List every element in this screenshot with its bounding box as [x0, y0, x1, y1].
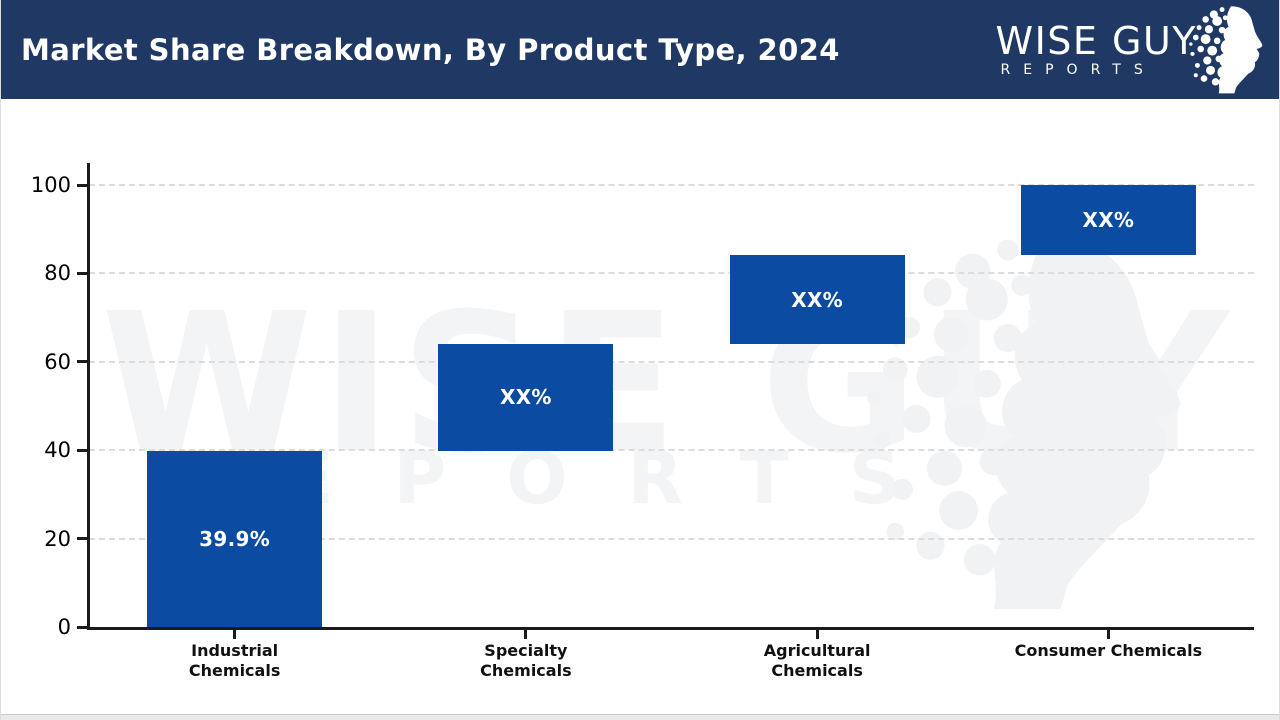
footer-strip: [1, 714, 1279, 720]
x-category-label: Agricultural Chemicals: [763, 641, 871, 680]
x-category-label: Specialty Chemicals: [480, 641, 572, 680]
y-axis-tick: [77, 537, 89, 541]
header-bar: Market Share Breakdown, By Product Type,…: [1, 0, 1279, 99]
y-tick-label: 80: [44, 261, 71, 286]
grid-line: [89, 360, 1254, 363]
y-tick-label: 20: [44, 526, 71, 551]
logo-subtitle: REPORTS: [1000, 62, 1156, 78]
y-tick-label: 60: [44, 349, 71, 374]
y-axis-tick: [77, 183, 89, 187]
page-title: Market Share Breakdown, By Product Type,…: [21, 32, 840, 67]
wiseguy-logo: WISE GUY REPORTS: [996, 5, 1279, 95]
grid-line: [89, 537, 1254, 540]
logo-wordmark: WISE GUY: [995, 19, 1197, 63]
grid-line: [89, 272, 1254, 275]
logo-head-icon: [1189, 5, 1263, 93]
bar-value-label: XX%: [1082, 208, 1135, 233]
bar-value-label: 39.9%: [199, 526, 271, 551]
waterfall-chart: WISE GUY REPORTS 0 20 40 60 80 100 39.9% Indust…: [1, 99, 1279, 714]
y-tick-label: 100: [30, 173, 71, 198]
x-axis-tick: [233, 630, 237, 639]
bar: XX%: [438, 343, 614, 451]
y-axis-tick: [77, 360, 89, 364]
grid-line: [89, 449, 1254, 452]
y-axis-line: [87, 163, 90, 629]
y-axis-tick: [77, 271, 89, 275]
x-axis-tick: [815, 630, 819, 639]
bar: 39.9%: [147, 450, 323, 627]
x-category-label: Consumer Chemicals: [1014, 641, 1203, 660]
y-axis-tick: [77, 448, 89, 452]
x-category-label: Industrial Chemicals: [188, 641, 281, 680]
logo-text: WISE GUY REPORTS: [996, 22, 1197, 77]
y-axis-tick: [77, 625, 89, 629]
bar: XX%: [729, 255, 905, 344]
bar-value-label: XX%: [791, 287, 844, 312]
grid-line: [89, 184, 1254, 187]
bar-value-label: XX%: [499, 385, 552, 410]
x-axis-line: [87, 627, 1254, 630]
plot-area: 0 20 40 60 80 100 39.9% Industrial Chemicals XX%…: [1, 99, 1279, 714]
x-axis-tick: [1106, 630, 1110, 639]
bar: XX%: [1020, 185, 1196, 256]
y-tick-label: 0: [57, 615, 71, 639]
x-axis-tick: [524, 630, 528, 639]
y-tick-label: 40: [44, 438, 71, 463]
